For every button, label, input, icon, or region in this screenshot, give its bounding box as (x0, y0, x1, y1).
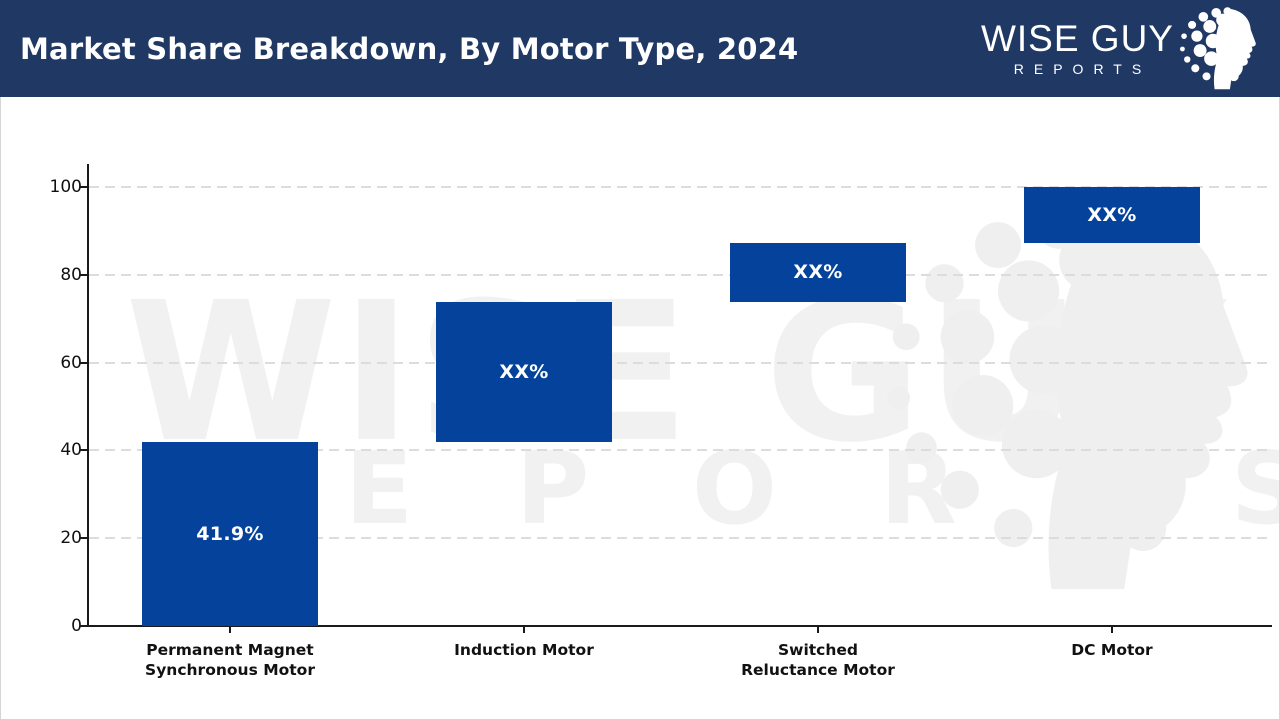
y-tick-label-20: 20 (60, 528, 82, 549)
gridline-y20 (89, 537, 1270, 540)
x-category-label-3: DC Motor (1071, 641, 1153, 659)
gridline-y100 (89, 186, 1270, 188)
x-category-label-1: Induction Motor (454, 641, 594, 659)
dotted-head-profile-icon (1176, 7, 1258, 91)
x-tick-mark-2 (817, 627, 819, 633)
bar-induction-motor: XX% (436, 301, 612, 443)
y-tick-label-0: 0 (71, 616, 82, 636)
bar-switched-reluctance-motor: XX% (730, 242, 906, 302)
x-axis-line (87, 625, 1272, 627)
x-tick-mark-1 (523, 627, 525, 633)
page-title: Market Share Breakdown, By Motor Type, 2… (20, 31, 799, 66)
y-tick-label-80: 80 (60, 264, 82, 285)
x-tick-mark-0 (229, 627, 231, 633)
y-tick-mark-0 (80, 625, 87, 627)
y-tick-mark-40 (80, 449, 87, 452)
gridline-y40 (89, 449, 1270, 452)
header-bar: Market Share Breakdown, By Motor Type, 2… (0, 0, 1280, 97)
bar-value-label: 41.9% (196, 523, 264, 546)
y-tick-mark-20 (80, 537, 87, 540)
y-axis-line (87, 164, 89, 627)
y-tick-label-40: 40 (60, 440, 82, 461)
wise-guy-logo: WISE GUY REPORTS (981, 7, 1258, 91)
logo-brand-sub: REPORTS (1013, 60, 1152, 77)
x-category-label-0: Permanent Magnet Synchronous Motor (145, 641, 315, 679)
y-tick-label-100: 100 (49, 177, 82, 197)
logo-wordmark: WISE GUY REPORTS (980, 18, 1174, 77)
bar-permanent-magnet-synchronous-motor: 41.9% (142, 442, 318, 626)
logo-brand-name: WISE GUY (980, 18, 1174, 60)
y-tick-mark-100 (80, 186, 87, 188)
x-category-label-2: Switched Reluctance Motor (741, 641, 895, 679)
gridline-y80 (89, 273, 1270, 276)
y-tick-label-60: 60 (60, 352, 82, 373)
x-tick-mark-3 (1111, 627, 1113, 633)
gridline-y60 (89, 361, 1270, 364)
bar-dc-motor: XX% (1024, 187, 1200, 243)
y-tick-mark-80 (80, 273, 87, 276)
bar-value-label: XX% (1087, 203, 1137, 226)
bar-value-label: XX% (499, 360, 549, 383)
bar-value-label: XX% (793, 261, 843, 284)
y-tick-mark-60 (80, 361, 87, 364)
